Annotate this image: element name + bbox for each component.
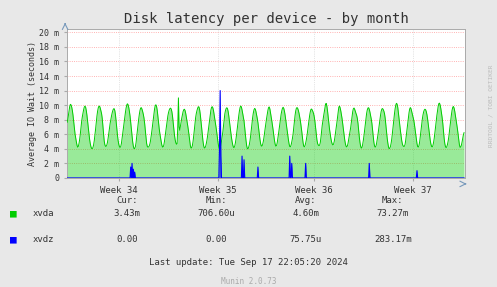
Text: xvda: xvda [32,209,54,218]
Text: Max:: Max: [382,196,404,205]
Text: 75.75u: 75.75u [290,235,322,244]
Text: Cur:: Cur: [116,196,138,205]
Text: 706.60u: 706.60u [197,209,235,218]
Text: 73.27m: 73.27m [377,209,409,218]
Text: Munin 2.0.73: Munin 2.0.73 [221,277,276,286]
Text: xvdz: xvdz [32,235,54,244]
Text: 0.00: 0.00 [205,235,227,244]
Text: 3.43m: 3.43m [113,209,140,218]
Text: ■: ■ [10,235,17,245]
Text: 0.00: 0.00 [116,235,138,244]
Text: 4.60m: 4.60m [292,209,319,218]
Text: ■: ■ [10,209,17,219]
Y-axis label: Average IO Wait (seconds): Average IO Wait (seconds) [28,41,37,166]
Title: Disk latency per device - by month: Disk latency per device - by month [124,12,408,26]
Text: RRDTOOL / TOBI OETIKER: RRDTOOL / TOBI OETIKER [489,65,494,148]
Text: 283.17m: 283.17m [374,235,412,244]
Text: Last update: Tue Sep 17 22:05:20 2024: Last update: Tue Sep 17 22:05:20 2024 [149,258,348,267]
Text: Min:: Min: [205,196,227,205]
Text: Avg:: Avg: [295,196,317,205]
